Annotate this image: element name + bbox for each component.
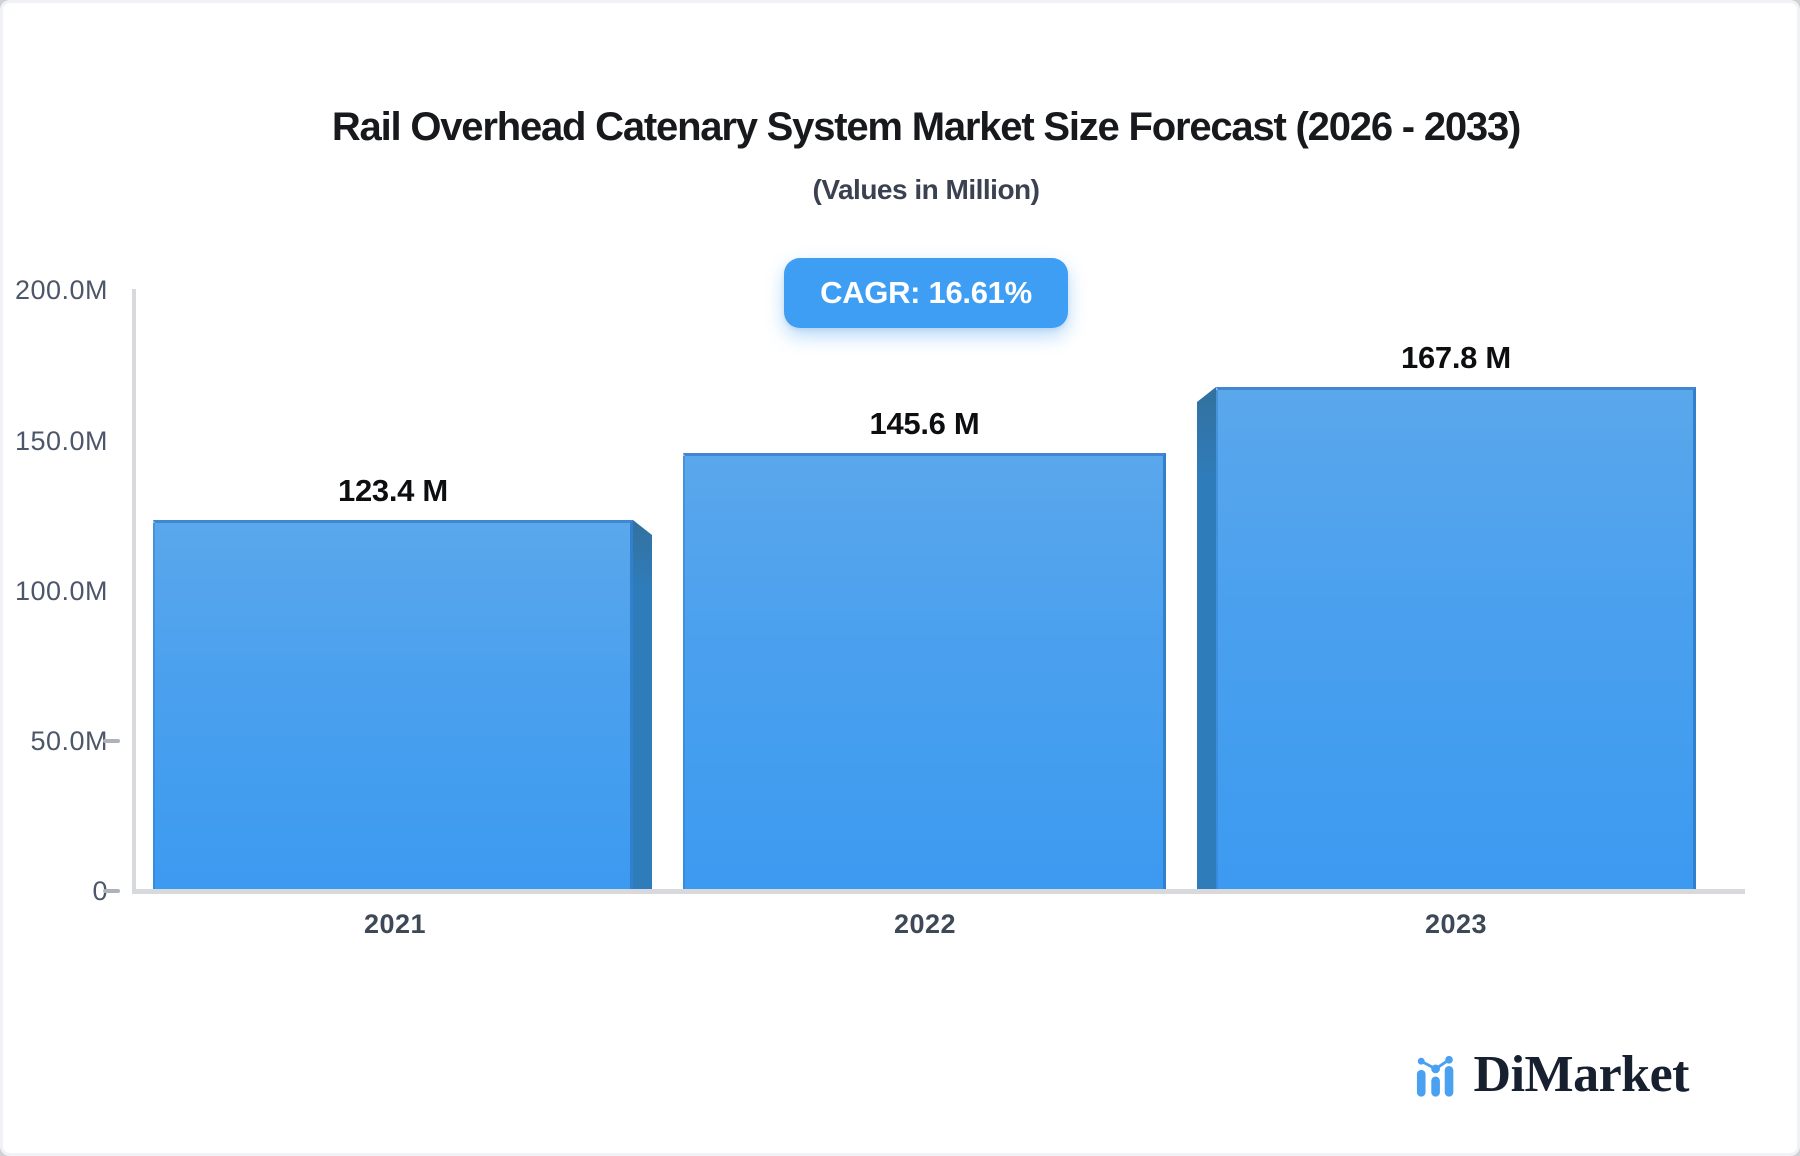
cagr-badge: CAGR: 16.61% (784, 258, 1068, 328)
y-tick-mark-50 (103, 739, 120, 743)
dimarket-logo: DiMarket (1415, 1046, 1690, 1103)
chart-title: Rail Overhead Catenary System Market Siz… (331, 105, 1521, 149)
logo-text: DiMarket (1473, 1046, 1690, 1103)
bar-body-2023 (1216, 387, 1696, 891)
y-tick-label-200: 200.0M (14, 275, 108, 305)
y-tick-mark-0 (103, 889, 120, 893)
bar-line-chart-icon (1416, 1056, 1453, 1097)
x-tick-label-2022: 2022 (893, 909, 957, 939)
bar-3d-side (1197, 387, 1216, 891)
x-tick-label-2021: 2021 (363, 909, 427, 939)
y-tick-label-0: 0 (92, 876, 108, 906)
y-tick-label-150: 150.0M (14, 426, 108, 456)
bar-value-label-2023: 167.8 M (1401, 340, 1511, 375)
bar-3d-side (633, 520, 652, 891)
bar-body-2022 (683, 453, 1166, 891)
x-tick-label-2023: 2023 (1424, 909, 1488, 939)
y-axis-line (132, 289, 136, 891)
bar-value-label-2021: 123.4 M (338, 473, 448, 508)
y-tick-label-50: 50.0M (30, 726, 108, 756)
chart-subtitle: (Values in Million) (812, 174, 1040, 205)
bar-body-2021 (153, 520, 633, 891)
y-tick-label-100: 100.0M (14, 576, 108, 606)
chart-header: Rail Overhead Catenary System Market Siz… (49, 3, 1797, 328)
bar-value-label-2022: 145.6 M (869, 406, 980, 441)
plot-area: 200.0M 150.0M 100.0M 50.0M 0 123.4 M 145… (3, 3, 1797, 1153)
x-axis-baseline (132, 889, 1745, 894)
